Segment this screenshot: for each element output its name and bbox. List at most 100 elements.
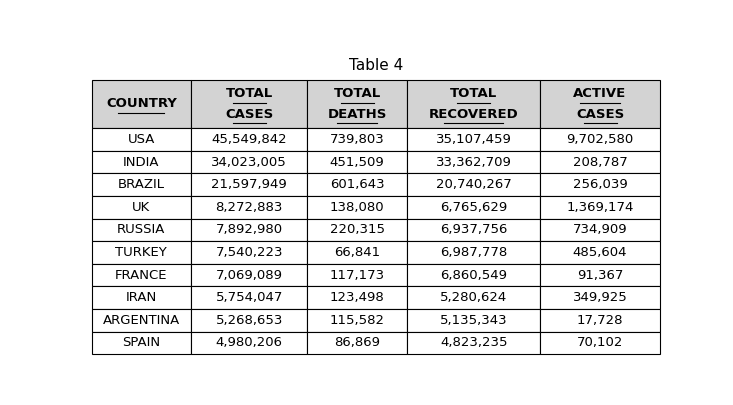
Bar [308, 309, 407, 332]
Text: 1,369,174: 1,369,174 [567, 201, 634, 214]
Text: ACTIVE: ACTIVE [573, 87, 627, 100]
Bar [191, 128, 308, 151]
Bar [540, 332, 660, 354]
Text: 208,787: 208,787 [572, 156, 627, 168]
Text: 8,272,883: 8,272,883 [216, 201, 283, 214]
Bar [407, 264, 540, 286]
Text: CASES: CASES [225, 108, 273, 121]
Text: 5,135,343: 5,135,343 [440, 314, 507, 327]
Bar [407, 332, 540, 354]
Text: 17,728: 17,728 [577, 314, 623, 327]
Text: TOTAL: TOTAL [334, 87, 381, 100]
Text: 6,987,778: 6,987,778 [440, 246, 507, 259]
Bar [407, 128, 540, 151]
Bar [540, 219, 660, 241]
Text: 5,268,653: 5,268,653 [216, 314, 283, 327]
Bar [308, 286, 407, 309]
Text: 6,860,549: 6,860,549 [440, 269, 507, 281]
Text: Table 4: Table 4 [348, 58, 403, 73]
Bar [308, 332, 407, 354]
Text: 115,582: 115,582 [330, 314, 385, 327]
Bar [540, 309, 660, 332]
Text: 66,841: 66,841 [334, 246, 380, 259]
Bar [92, 264, 191, 286]
Text: 220,315: 220,315 [330, 224, 385, 237]
Text: 256,039: 256,039 [572, 178, 627, 191]
Text: 9,702,580: 9,702,580 [567, 133, 633, 146]
Bar [540, 286, 660, 309]
Text: 7,069,089: 7,069,089 [216, 269, 283, 281]
Bar [407, 196, 540, 219]
Text: INDIA: INDIA [123, 156, 160, 168]
Bar [92, 332, 191, 354]
Text: FRANCE: FRANCE [115, 269, 168, 281]
Bar [308, 80, 407, 128]
Text: 5,280,624: 5,280,624 [440, 291, 507, 304]
Bar [407, 173, 540, 196]
Text: TOTAL: TOTAL [226, 87, 273, 100]
Text: 91,367: 91,367 [577, 269, 623, 281]
Bar [92, 241, 191, 264]
Bar [191, 332, 308, 354]
Bar [308, 241, 407, 264]
Text: TURKEY: TURKEY [116, 246, 167, 259]
Bar [191, 286, 308, 309]
Text: TOTAL: TOTAL [450, 87, 497, 100]
Text: 4,980,206: 4,980,206 [216, 337, 283, 350]
Text: COUNTRY: COUNTRY [106, 98, 177, 111]
Text: 45,549,842: 45,549,842 [211, 133, 287, 146]
Text: SPAIN: SPAIN [122, 337, 161, 350]
Text: ARGENTINA: ARGENTINA [103, 314, 180, 327]
Text: UK: UK [132, 201, 150, 214]
Text: 7,892,980: 7,892,980 [216, 224, 283, 237]
Text: 349,925: 349,925 [572, 291, 627, 304]
Text: DEATHS: DEATHS [328, 108, 387, 121]
Text: 601,643: 601,643 [330, 178, 385, 191]
Bar [308, 173, 407, 196]
Bar [92, 309, 191, 332]
Bar [540, 196, 660, 219]
Text: 4,823,235: 4,823,235 [440, 337, 507, 350]
Text: 34,023,005: 34,023,005 [211, 156, 287, 168]
Bar [540, 173, 660, 196]
Text: 20,740,267: 20,740,267 [436, 178, 512, 191]
Text: RECOVERED: RECOVERED [429, 108, 518, 121]
Bar [92, 128, 191, 151]
Bar [407, 241, 540, 264]
Bar [191, 196, 308, 219]
Text: 21,597,949: 21,597,949 [211, 178, 287, 191]
Bar [92, 80, 191, 128]
Text: 734,909: 734,909 [572, 224, 627, 237]
Text: 7,540,223: 7,540,223 [216, 246, 283, 259]
Bar [191, 173, 308, 196]
Bar [407, 286, 540, 309]
Bar [191, 309, 308, 332]
Text: RUSSIA: RUSSIA [117, 224, 166, 237]
Text: 739,803: 739,803 [330, 133, 385, 146]
Bar [92, 286, 191, 309]
Text: CASES: CASES [576, 108, 625, 121]
Bar [191, 241, 308, 264]
Bar [92, 151, 191, 173]
Bar [308, 151, 407, 173]
Bar [191, 264, 308, 286]
Bar [191, 80, 308, 128]
Bar [92, 219, 191, 241]
Text: 6,937,756: 6,937,756 [440, 224, 507, 237]
Text: 123,498: 123,498 [330, 291, 385, 304]
Bar [308, 264, 407, 286]
Bar [540, 151, 660, 173]
Bar [407, 309, 540, 332]
Text: 451,509: 451,509 [330, 156, 385, 168]
Bar [407, 219, 540, 241]
Bar [191, 219, 308, 241]
Bar [540, 241, 660, 264]
Bar [308, 219, 407, 241]
Text: USA: USA [128, 133, 155, 146]
Bar [308, 196, 407, 219]
Bar [92, 196, 191, 219]
Bar [308, 128, 407, 151]
Bar [540, 80, 660, 128]
Text: 138,080: 138,080 [330, 201, 385, 214]
Text: BRAZIL: BRAZIL [118, 178, 165, 191]
